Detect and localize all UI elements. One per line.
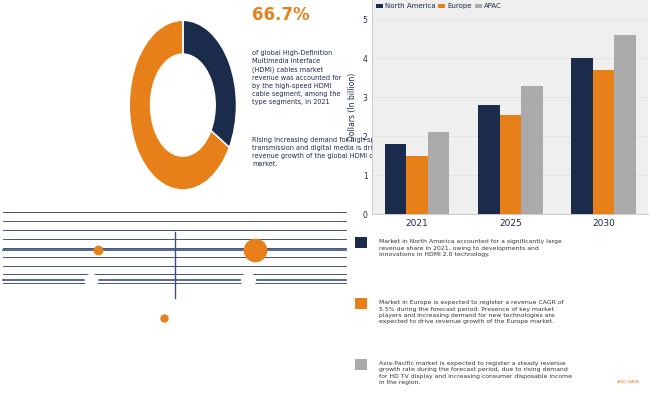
Bar [355, 359, 368, 370]
Bar [355, 237, 368, 248]
Text: Market in Europe is expected to register a revenue CAGR of
5.5% during the forec: Market in Europe is expected to register… [379, 300, 564, 324]
Bar [499, 115, 521, 214]
Text: 2019: 2019 [118, 315, 136, 321]
Wedge shape [136, 20, 237, 190]
Text: of global High-Definition
Multimedia Interface
(HDMI) cables market
revenue was : of global High-Definition Multimedia Int… [252, 50, 341, 105]
Text: REPORTS: REPORTS [615, 367, 642, 372]
Text: Standard HDMI cable: Standard HDMI cable [59, 302, 122, 307]
Text: 5.3%: 5.3% [8, 99, 51, 114]
Bar [478, 105, 499, 214]
Bar [614, 35, 636, 214]
Text: Market in North America accounted for a significantly large
revenue share in 202: Market in North America accounted for a … [379, 239, 562, 257]
Bar [86, 160, 96, 206]
Bar [593, 70, 614, 214]
Bar [355, 298, 368, 309]
Text: 66.7%: 66.7% [252, 6, 310, 24]
Bar [72, 156, 82, 206]
Text: High-Speed HDMI cable: High-Speed HDMI cable [219, 302, 291, 307]
Bar [43, 166, 53, 206]
Text: at a CAGR of: at a CAGR of [12, 78, 57, 84]
Bar [406, 156, 428, 214]
Bar [428, 132, 450, 214]
Bar [20, 176, 31, 206]
Bar [59, 170, 68, 206]
Text: Asia-Pacific market is expected to register a steady revenue
growth rate during : Asia-Pacific market is expected to regis… [379, 361, 572, 385]
Text: 2022-2030,
market revenue will: 2022-2030, market revenue will [12, 6, 84, 20]
Text: High-speed HDMI cable segment accounted for largest revenue share in
2021, owing: High-speed HDMI cable segment accounted … [25, 340, 268, 363]
Text: •: • [11, 340, 17, 350]
Bar [31, 181, 42, 206]
Bar [385, 144, 406, 214]
Y-axis label: Dollars (In billion): Dollars (In billion) [348, 73, 357, 141]
Bar [571, 59, 593, 214]
Text: AND DATA: AND DATA [618, 380, 639, 384]
Legend: North America, Europe, APAC: North America, Europe, APAC [376, 4, 501, 9]
Wedge shape [129, 20, 229, 190]
Text: Rising Increasing demand for high speed data
transmission and digital media is d: Rising Increasing demand for high speed … [252, 137, 404, 167]
Bar [521, 86, 543, 214]
Text: ACCELERATE: ACCELERATE [8, 44, 92, 57]
Text: 2030: 2030 [178, 315, 196, 321]
Bar [8, 187, 19, 206]
